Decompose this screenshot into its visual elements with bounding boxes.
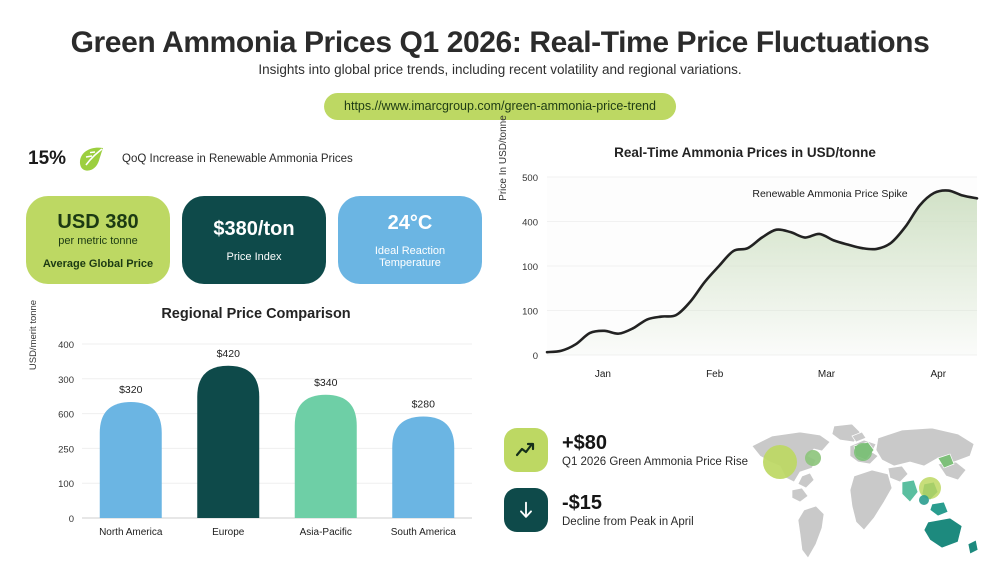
callout-value: -$15 <box>562 492 603 514</box>
bar-4[interactable] <box>392 416 455 519</box>
bar-chart-y-axis-label: USD/merit tonne <box>28 299 39 371</box>
callout-decline[interactable]: -$15 Decline from Peak in April <box>504 488 748 532</box>
callout-value: +$80 <box>562 432 608 454</box>
kpi-caption: Average Global Price <box>42 257 154 270</box>
line-y-tick-label: 100 <box>522 262 538 273</box>
qoq-label: QoQ Increase in Renewable Ammonia Prices <box>122 153 353 165</box>
kpi-caption: Price Index <box>226 250 282 263</box>
kpi-value: 24°C <box>387 211 433 234</box>
bar-data-label: $280 <box>412 399 436 411</box>
bar-y-tick-label: 100 <box>58 479 74 490</box>
kpi-value: USD 380 <box>57 210 139 233</box>
leaf-icon <box>76 145 106 173</box>
callout-caption: Q1 2026 Green Ammonia Price Rise <box>562 456 749 468</box>
bar-data-label: $420 <box>217 348 241 360</box>
price-line[interactable] <box>545 189 979 354</box>
kpi-card-price-index[interactable]: $380/ton Price Index <box>182 196 326 284</box>
callout-caption: Decline from Peak in April <box>562 516 694 528</box>
kpi-card-group: USD 380 per metric tonne Average Global … <box>26 196 482 284</box>
line-chart: 500 400 100 100 0 Renewable Ammonia Price Spi… <box>522 173 979 380</box>
qoq-value: 15% <box>28 148 67 169</box>
bar-category-label: Asia-Pacific <box>300 527 352 538</box>
callout-group: +$80 Q1 2026 Green Ammonia Price Rise -$… <box>504 428 748 532</box>
line-chart-title: Real-Time Ammonia Prices in USD/tonne <box>614 145 876 160</box>
arrow-down-icon <box>504 488 548 532</box>
source-url-pill[interactable]: https.//www.imarcgroup.com/green-ammonia… <box>324 93 676 120</box>
bar-1[interactable] <box>99 402 162 518</box>
world-map <box>742 418 994 568</box>
bar-chart-title: Regional Price Comparison <box>161 306 351 322</box>
bar-category-label: South America <box>391 527 456 538</box>
line-x-tick-label: Jan <box>595 369 611 380</box>
bar-category-label: Europe <box>212 527 245 538</box>
bar-data-label: $320 <box>119 384 143 396</box>
bar-y-tick-label: 600 <box>58 410 74 421</box>
page-title: Green Ammonia Prices Q1 2026: Real-Time … <box>70 26 930 59</box>
kpi-card-ideal-reaction-temperature[interactable]: 24°C Ideal Reaction Temperature <box>338 196 482 284</box>
line-x-tick-label: Feb <box>706 369 724 380</box>
bar-y-tick-label: 250 <box>58 444 74 455</box>
line-y-tick-label: 100 <box>522 307 538 318</box>
kpi-subvalue: per metric tonne <box>58 234 138 247</box>
bar-y-tick-label: 300 <box>58 375 74 386</box>
qoq-highlight: 15% QoQ Increase in Renewable Ammonia Pr… <box>28 145 353 173</box>
line-area-fill <box>547 190 977 355</box>
bar-y-tick-label: 0 <box>69 514 74 525</box>
bar-chart: 400 300 600 250 100 0 $320 North America $420 Eur… <box>58 340 472 538</box>
bar-category-label: North America <box>99 527 163 538</box>
page-subtitle: Insights into global price trends, inclu… <box>258 62 742 77</box>
line-x-tick-label: Apr <box>931 369 947 380</box>
line-y-tick-label: 500 <box>522 173 538 184</box>
bar-3[interactable] <box>294 394 357 518</box>
line-x-tick-label: Mar <box>818 369 836 380</box>
kpi-caption: Ideal Reaction Temperature <box>374 244 446 269</box>
line-y-tick-label: 400 <box>522 218 538 229</box>
line-y-tick-label: 0 <box>533 351 538 362</box>
bar-y-tick-label: 400 <box>58 340 74 351</box>
bar-data-label: $340 <box>314 377 338 389</box>
bar-2[interactable] <box>197 365 260 518</box>
line-chart-annotation: Renewable Ammonia Price Spike <box>752 188 907 200</box>
trending-up-icon <box>504 428 548 472</box>
callout-price-rise[interactable]: +$80 Q1 2026 Green Ammonia Price Rise <box>504 428 748 472</box>
kpi-card-average-global-price[interactable]: USD 380 per metric tonne Average Global … <box>26 196 170 284</box>
kpi-value: $380/ton <box>213 217 295 240</box>
